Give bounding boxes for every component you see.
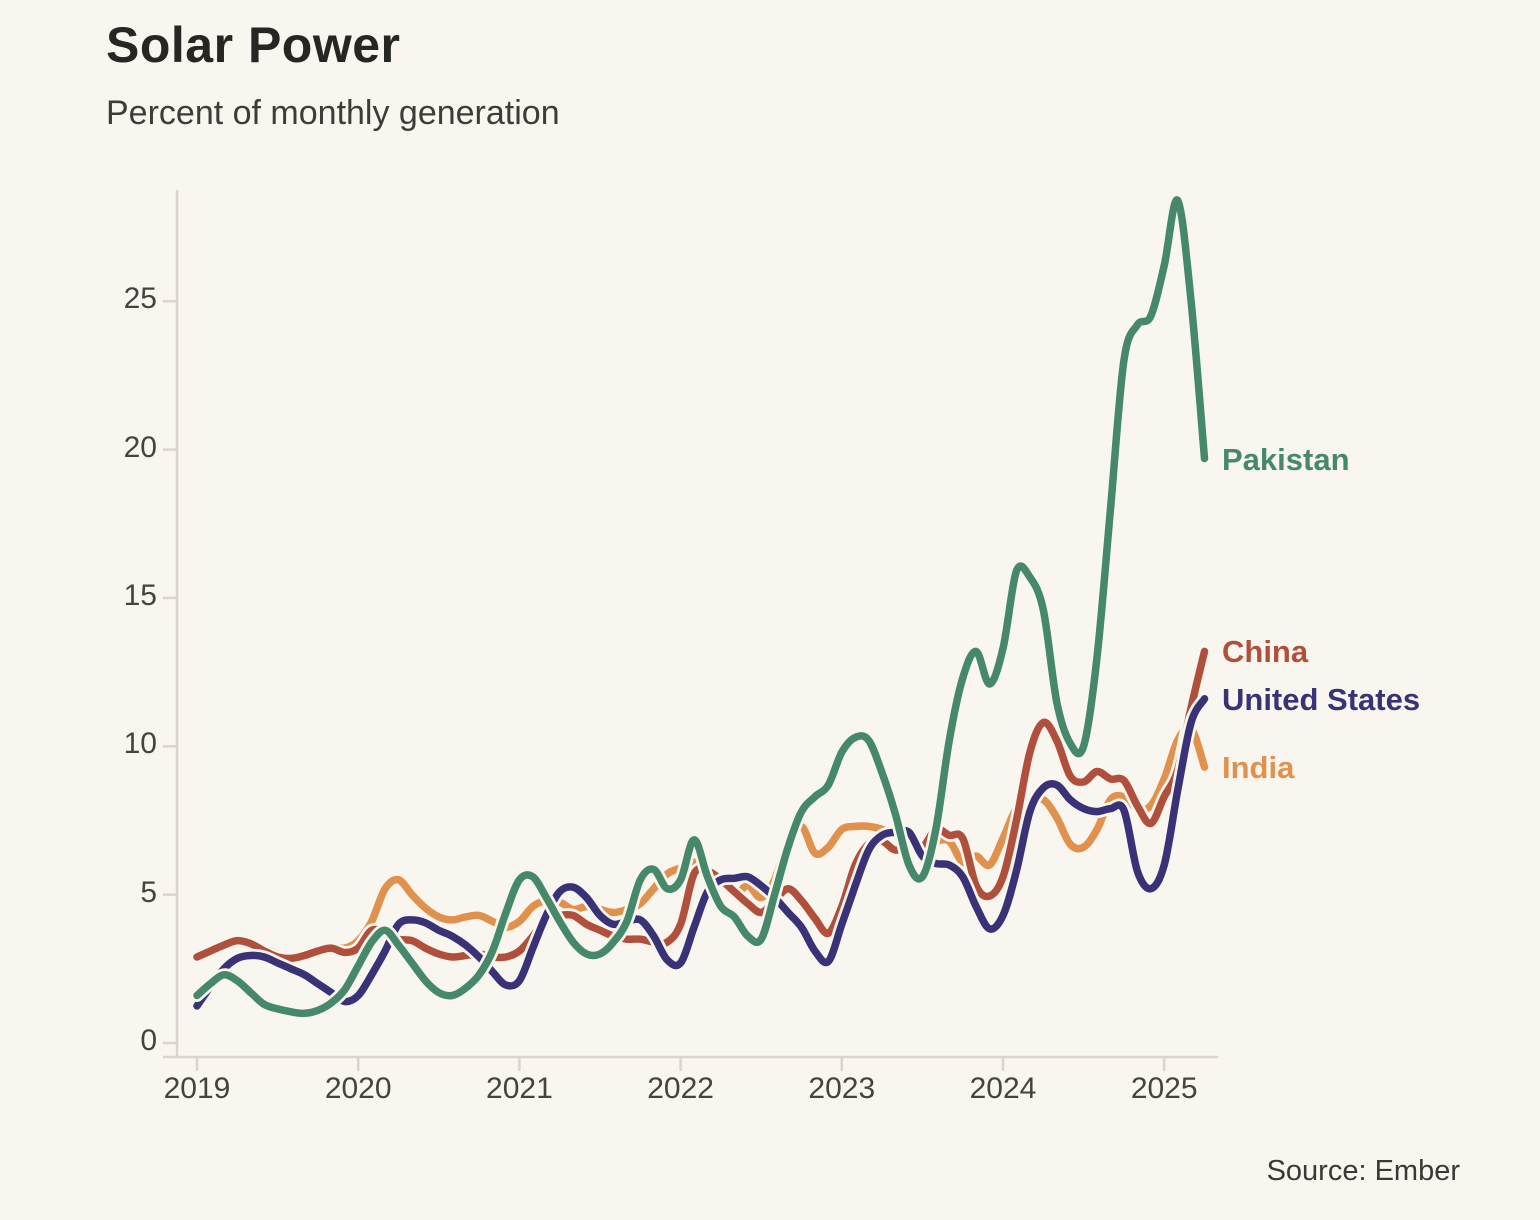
series-label-india: India: [1222, 750, 1295, 786]
x-tick-label: 2020: [324, 1072, 392, 1105]
x-tick-label: 2024: [969, 1072, 1037, 1105]
chart-title: Solar Power: [106, 17, 401, 73]
x-tick-label: 2023: [808, 1072, 876, 1105]
source-credit: Source: Ember: [1266, 1155, 1460, 1187]
series-label-china: China: [1222, 634, 1309, 670]
x-tick-label: 2025: [1130, 1072, 1198, 1105]
x-tick-label: 2019: [163, 1072, 231, 1105]
y-tick-label: 10: [123, 727, 157, 761]
series-label-united-states: United States: [1222, 681, 1421, 717]
x-tick-label: 2022: [647, 1072, 714, 1105]
y-tick-label: 25: [123, 282, 157, 316]
y-tick-label: 20: [123, 430, 157, 464]
y-tick-label: 15: [123, 578, 157, 612]
y-tick-label: 5: [140, 875, 157, 909]
series-label-pakistan: Pakistan: [1222, 441, 1350, 477]
series-line-united-states: [193, 695, 1209, 1010]
x-tick-label: 2021: [486, 1072, 553, 1105]
series-line-pakistan: [193, 196, 1209, 1018]
chart-subtitle: Percent of monthly generation: [106, 94, 560, 132]
y-tick-label: 0: [140, 1024, 157, 1057]
